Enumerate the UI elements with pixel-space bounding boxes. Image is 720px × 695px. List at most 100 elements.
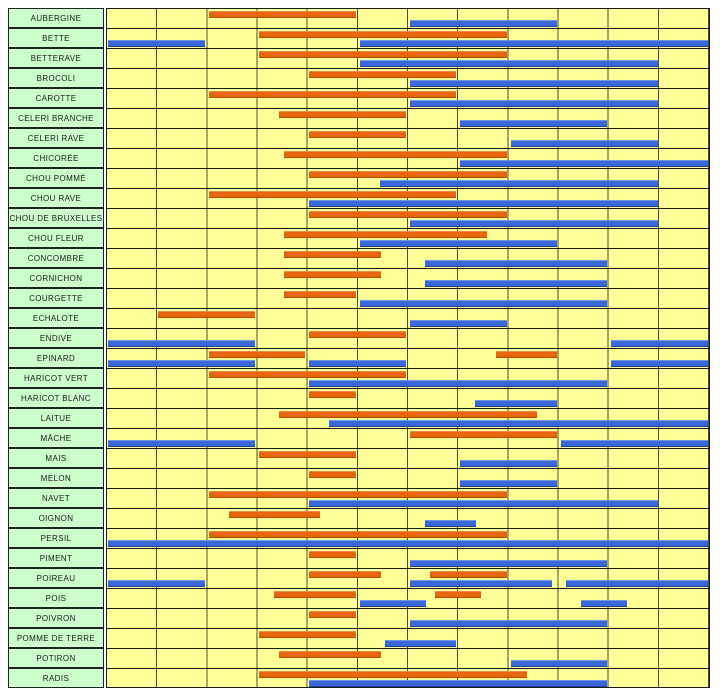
vegetable-name: COURGETTE [29,293,83,303]
orange-bar [309,331,406,338]
blue-bar [108,540,708,547]
orange-bar [309,551,356,558]
row-separator-line [107,608,709,609]
blue-bar [108,440,255,447]
vegetable-name: MÂCHE [40,433,72,443]
vegetable-name: OIGNON [38,513,74,523]
blue-bar [611,360,708,367]
row-separator-line [107,588,709,589]
row-label-cell: CELERI RAVE [8,128,104,148]
row-label-cell: OIGNON [8,508,104,528]
row-separator-line [107,208,709,209]
blue-bar [309,380,608,387]
row-separator-line [107,348,709,349]
orange-bar [274,591,356,598]
vegetable-name: CORNICHON [29,273,83,283]
blue-bar [359,40,708,47]
row-label-cell: POIS [8,588,104,608]
blue-bar [561,440,708,447]
vegetable-name: HARICOT BLANC [21,393,91,403]
orange-bar [259,671,527,678]
row-label-cell: CHOU DE BRUXELLES [8,208,104,228]
orange-bar [284,271,381,278]
orange-bar [284,231,487,238]
vegetable-name: CHOU POMMÉ [26,173,86,183]
vegetable-name: POTIRON [36,653,76,663]
row-separator-line [107,428,709,429]
row-label-cell: PIMENT [8,548,104,568]
row-separator-line [107,568,709,569]
vegetable-name: EPINARD [36,353,76,363]
row-label-cell: BROCOLI [8,68,104,88]
blue-bar [460,460,557,467]
row-separator-line [107,148,709,149]
vegetable-name: CHOU FLEUR [27,233,84,243]
row-separator-line [107,268,709,269]
orange-bar [309,71,457,78]
row-label-cell: LAITUE [8,408,104,428]
row-separator-line [107,248,709,249]
row-label-cell: CHOU FLEUR [8,228,104,248]
blue-bar [410,220,658,227]
row-separator-line [107,548,709,549]
row-separator-line [107,128,709,129]
vegetable-name: ECHALOTE [32,313,80,323]
row-label-cell: POIREAU [8,568,104,588]
row-separator-line [107,68,709,69]
row-separator-line [107,168,709,169]
blue-bar [425,280,608,287]
vegetable-name: CELERI BRANCHE [18,113,94,123]
orange-bar [309,611,356,618]
row-label-cell: CHOU POMMÉ [8,168,104,188]
blue-bar [475,400,557,407]
row-separator-line [107,648,709,649]
row-separator-line [107,328,709,329]
blue-bar [410,580,552,587]
orange-bar [284,151,507,158]
orange-bar [208,531,507,538]
row-separator-line [107,408,709,409]
blue-bar [510,660,608,667]
orange-bar [208,191,457,198]
vegetable-label-column: AUBERGINE BETTE BETTERAVE BROCOLI CAROTTE CEL… [8,8,104,688]
vegetable-name: CAROTTE [35,93,77,103]
row-label-cell: COURGETTE [8,288,104,308]
orange-bar [208,91,457,98]
row-label-cell: CHICORÉE [8,148,104,168]
vegetable-name: PIMENT [39,553,73,563]
orange-bar [259,31,507,38]
blue-bar [379,180,658,187]
row-label-cell: BETTERAVE [8,48,104,68]
vegetable-name: NAVET [41,493,71,503]
orange-bar [228,511,321,518]
vegetable-name: ENDIVE [39,333,73,343]
blue-bar [460,480,557,487]
blue-bar [410,560,608,567]
blue-bar [611,340,708,347]
blue-bar [108,340,255,347]
blue-bar [410,320,507,327]
orange-bar [259,51,507,58]
row-label-cell: CAROTTE [8,88,104,108]
blue-bar [108,360,255,367]
row-label-cell: ECHALOTE [8,308,104,328]
vegetable-name: POIVRON [36,613,76,623]
orange-bar [309,171,507,178]
vegetable-name: BROCOLI [36,73,76,83]
row-separator-line [107,108,709,109]
row-label-cell: HARICOT BLANC [8,388,104,408]
row-separator-line [107,628,709,629]
orange-bar [208,371,406,378]
blue-bar [384,640,457,647]
blue-bar [309,360,406,367]
vegetable-name: POMME DE TERRE [16,633,96,643]
row-separator-line [107,288,709,289]
row-separator-line [107,448,709,449]
row-label-cell: AUBERGINE [8,8,104,28]
blue-bar [410,20,557,27]
orange-bar [309,571,381,578]
row-separator-line [107,88,709,89]
vegetable-name: AUBERGINE [30,13,82,23]
orange-bar [279,111,406,118]
orange-bar [495,351,557,358]
